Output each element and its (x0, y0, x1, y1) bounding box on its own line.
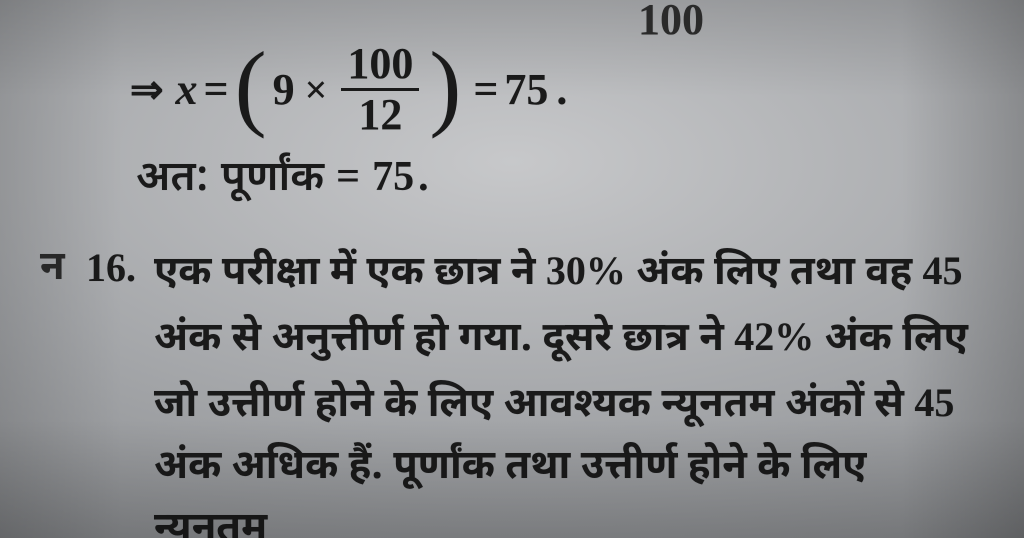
open-paren: ( (235, 57, 267, 115)
question-line: जो उत्तीर्ण होने के लिए आवश्यक न्यूनतम अ… (154, 372, 972, 438)
implies-arrow: ⇒ (130, 66, 164, 113)
question-block: न 16. एक परीक्षा में एक छात्र ने 30% अंक… (40, 240, 984, 538)
question-dev-span: अंक लिए तथा वह (626, 249, 923, 301)
therefore-line: अत: पूर्णांक = 75 . (136, 153, 984, 208)
therefore-period: . (418, 153, 429, 201)
question-latin-span: 45 (914, 380, 954, 425)
question-line: एक परीक्षा में एक छात्र ने 30% अंक लिए त… (154, 240, 972, 306)
close-paren: ) (429, 57, 461, 115)
therefore-word: पूर्णांक (221, 153, 324, 208)
variable-x: x (176, 64, 198, 115)
page: 100 ⇒ x = ( 9 × 100 12 ) = 75 . अत: पूर्… (0, 0, 1024, 538)
question-latin-span: 42% (734, 314, 814, 359)
therefore-equals: = (336, 153, 360, 201)
question-left-marker: न (40, 240, 76, 296)
question-text: एक परीक्षा में एक छात्र ने 30% अंक लिए त… (154, 240, 984, 538)
partial-top-number: 100 (638, 0, 704, 45)
equation-block: ⇒ x = ( 9 × 100 12 ) = 75 . (130, 42, 984, 137)
question-line: अंक अधिक हैं. पूर्णांक तथा उत्तीर्ण होने… (154, 438, 972, 538)
therefore-value: 75 (372, 153, 414, 201)
fraction: 100 12 (341, 42, 419, 137)
question-number: 16. (76, 240, 154, 291)
equals-1: = (204, 64, 229, 115)
question-dev-span: जो उत्तीर्ण होने के लिए आवश्यक न्यूनतम अ… (154, 381, 914, 433)
fraction-denominator: 12 (352, 91, 408, 137)
fraction-numerator: 100 (341, 42, 419, 88)
question-dev-span: अंक अधिक हैं. पूर्णांक तथा उत्तीर्ण होने… (154, 443, 866, 538)
equation-period: . (556, 64, 567, 115)
equals-2: = (473, 64, 498, 115)
result-75: 75 (504, 64, 548, 115)
question-dev-span: अंक से अनुत्तीर्ण हो गया. दूसरे छात्र ने (154, 315, 734, 367)
question-line: अंक से अनुत्तीर्ण हो गया. दूसरे छात्र ने… (154, 306, 972, 372)
question-latin-span: 45 (923, 248, 963, 293)
equation-row: ⇒ x = ( 9 × 100 12 ) = 75 . (130, 42, 984, 137)
factor-9: 9 (273, 64, 295, 115)
question-dev-span: एक परीक्षा में एक छात्र ने (154, 249, 546, 301)
times-sign: × (305, 66, 328, 113)
question-dev-span: अंक लिए (814, 315, 968, 367)
therefore-prefix: अत: (136, 153, 209, 208)
question-latin-span: 30% (546, 248, 626, 293)
